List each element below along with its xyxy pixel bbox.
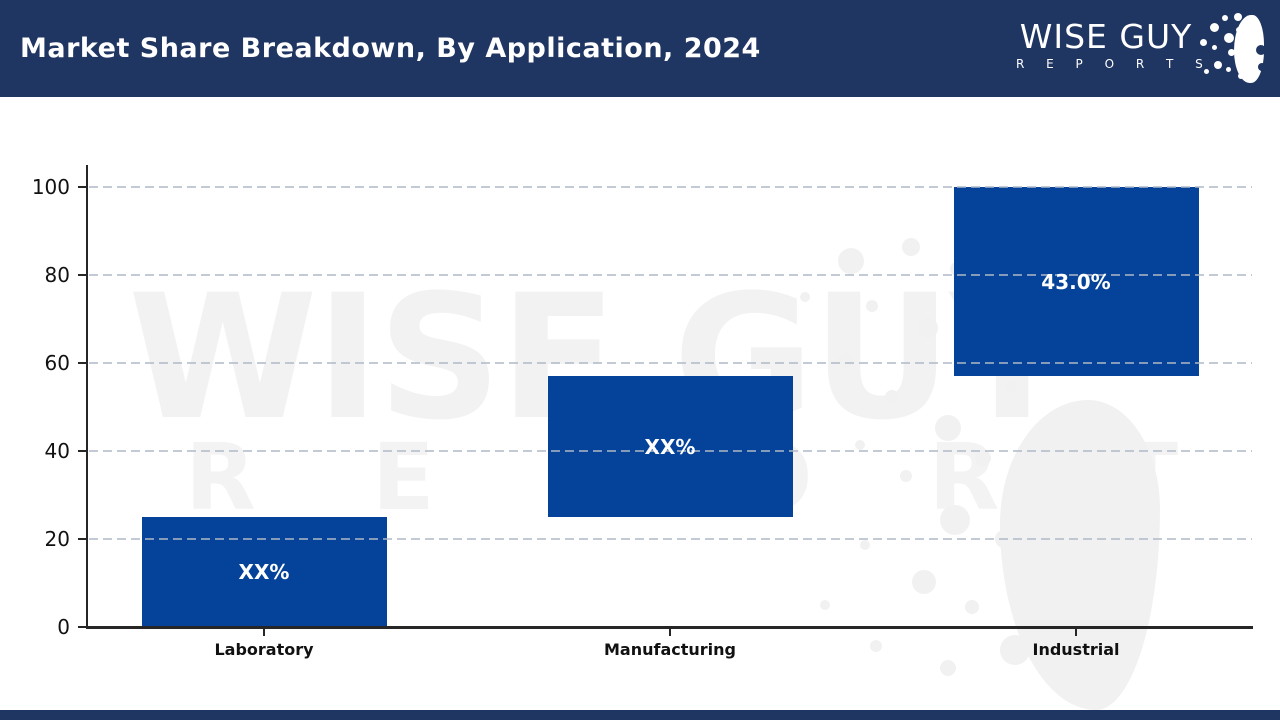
y-tick-label-20: 20 xyxy=(44,527,70,551)
logo-dot xyxy=(1234,12,1242,21)
logo-dot xyxy=(1236,58,1245,68)
wise-guy-reports-logo: WISE GUY R E P O R T S xyxy=(1016,9,1266,89)
x-tick-label-laboratory: Laboratory xyxy=(214,640,314,659)
y-tick-label-60: 60 xyxy=(44,351,70,375)
logo-dot xyxy=(1244,18,1248,23)
x-tick-label-industrial: Industrial xyxy=(1032,640,1120,659)
logo-subtitle: R E P O R T S xyxy=(1016,56,1212,71)
logo-text: WISE GUY R E P O R T S xyxy=(1016,16,1212,71)
x-tick-industrial xyxy=(1075,628,1077,636)
gridline-y40 xyxy=(89,450,1252,452)
logo-dot xyxy=(1210,22,1219,32)
x-tick-laboratory xyxy=(263,628,265,636)
page-title: Market Share Breakdown, By Application, … xyxy=(20,33,761,64)
y-tick-60 xyxy=(78,362,86,364)
y-tick-80 xyxy=(78,274,86,276)
bar-industrial xyxy=(953,187,1199,377)
bar-value-label: 43.0% xyxy=(1041,269,1111,294)
gridline-y60 xyxy=(89,362,1252,364)
logo-dot xyxy=(1242,44,1247,50)
logo-face-notch xyxy=(1256,44,1266,55)
gridline-y20 xyxy=(89,538,1252,540)
logo-dot xyxy=(1226,66,1231,72)
logo-dot xyxy=(1212,44,1217,50)
x-tick-manufacturing xyxy=(669,628,671,636)
logo-dot xyxy=(1204,68,1209,74)
y-tick-label-0: 0 xyxy=(57,615,70,639)
logo-dot xyxy=(1224,32,1234,43)
bar-laboratory xyxy=(141,517,387,627)
logo-dot xyxy=(1214,60,1222,69)
y-tick-20 xyxy=(78,538,86,540)
y-tick-100 xyxy=(78,186,86,188)
logo-dot xyxy=(1222,14,1228,21)
logo-dot xyxy=(1236,26,1242,33)
footer-bar xyxy=(0,710,1280,720)
x-axis-line xyxy=(86,626,1253,629)
y-tick-label-80: 80 xyxy=(44,263,70,287)
y-tick-label-40: 40 xyxy=(44,439,70,463)
gridline-y100 xyxy=(89,186,1252,188)
logo-dot xyxy=(1238,72,1244,79)
bar-value-label: XX% xyxy=(644,434,696,459)
logo-dot xyxy=(1228,48,1235,56)
gridline-y80 xyxy=(89,274,1252,276)
x-tick-label-manufacturing: Manufacturing xyxy=(604,640,736,659)
y-axis-line xyxy=(86,165,88,629)
logo-dot xyxy=(1200,38,1207,46)
y-tick-label-100: 100 xyxy=(31,175,70,199)
y-tick-0 xyxy=(78,626,86,628)
bar-value-label: XX% xyxy=(238,560,290,584)
bar-manufacturing xyxy=(547,376,793,517)
y-tick-40 xyxy=(78,450,86,452)
logo-head-icon xyxy=(1198,11,1266,87)
logo-wordmark: WISE GUY xyxy=(1019,16,1193,56)
header-bar: Market Share Breakdown, By Application, … xyxy=(0,0,1280,97)
logo-face-notch xyxy=(1258,62,1266,71)
